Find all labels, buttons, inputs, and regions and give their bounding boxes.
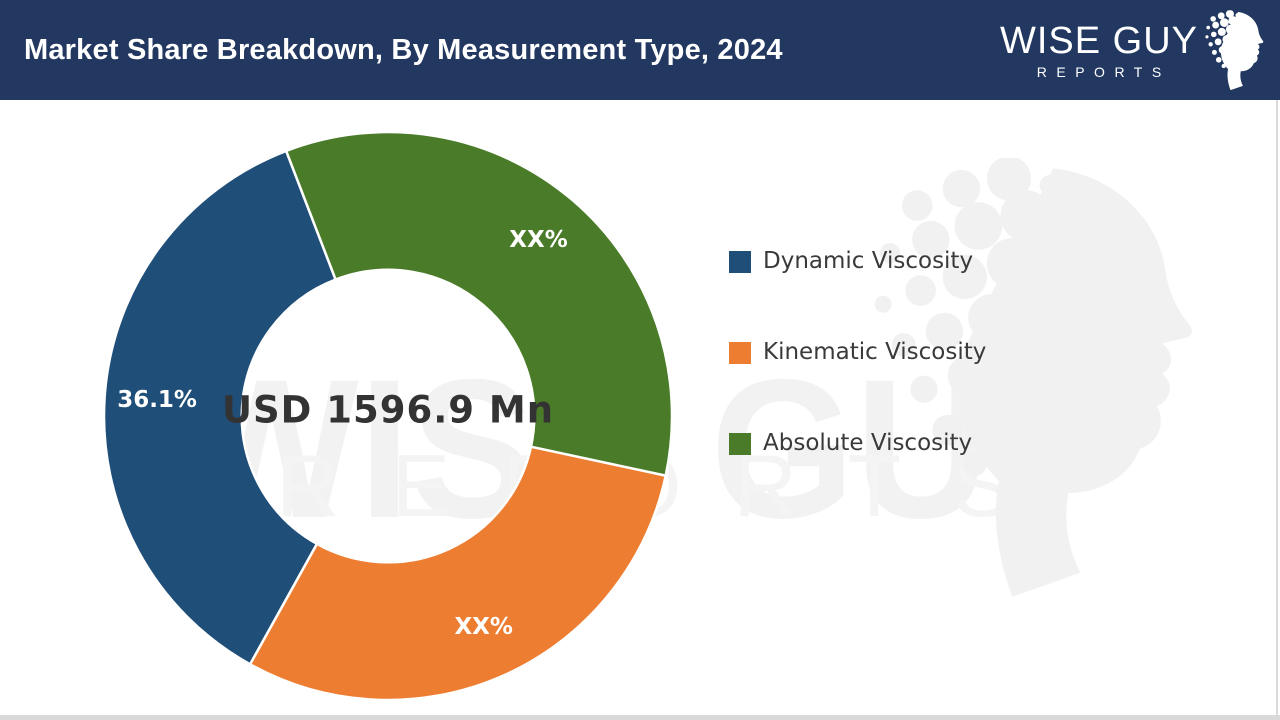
segment-value-label-kinematic-viscosity: XX%: [454, 614, 513, 640]
wiseguy-face-icon: [1202, 10, 1264, 91]
legend-item-dynamic-viscosity: Dynamic Viscosity: [729, 250, 986, 273]
legend-swatch-absolute-viscosity: [729, 432, 751, 455]
donut-center-value: USD 1596.9 Mn: [222, 389, 554, 432]
page-title: Market Share Breakdown, By Measurement T…: [24, 33, 783, 66]
donut-chart: USD 1596.9 Mn 36.1% XX% XX%: [102, 130, 674, 702]
wiseguy-logo-text: WISE GUY REPORTS: [1000, 22, 1198, 79]
donut-segment-dynamic-viscosity: [102, 149, 337, 666]
legend-item-absolute-viscosity: Absolute Viscosity: [729, 432, 986, 455]
legend-label: Dynamic Viscosity: [763, 248, 974, 274]
wiseguy-logo: WISE GUY REPORTS: [1000, 0, 1264, 100]
legend-item-kinematic-viscosity: Kinematic Viscosity: [729, 341, 986, 364]
header-bar: Market Share Breakdown, By Measurement T…: [0, 0, 1280, 100]
bottom-divider: [0, 715, 1280, 720]
chart-area: WISE GUY REPORTS USD 1596.9 Mn 36.1% XX% X…: [0, 100, 1280, 720]
logo-name-text: WISE GUY: [999, 19, 1198, 62]
donut-segment-kinematic-viscosity: [248, 445, 667, 702]
legend-swatch-kinematic-viscosity: [729, 341, 751, 364]
logo-tagline-text: REPORTS: [1036, 63, 1171, 80]
chart-legend: Dynamic Viscosity Kinematic Viscosity Ab…: [729, 250, 986, 455]
right-divider: [1276, 100, 1278, 720]
segment-value-label-dynamic-viscosity: 36.1%: [117, 387, 197, 413]
donut-segment-absolute-viscosity: [284, 130, 674, 477]
legend-swatch-dynamic-viscosity: [729, 250, 751, 273]
legend-label: Absolute Viscosity: [763, 430, 973, 456]
segment-value-label-absolute-viscosity: XX%: [509, 227, 568, 253]
legend-label: Kinematic Viscosity: [763, 339, 987, 365]
